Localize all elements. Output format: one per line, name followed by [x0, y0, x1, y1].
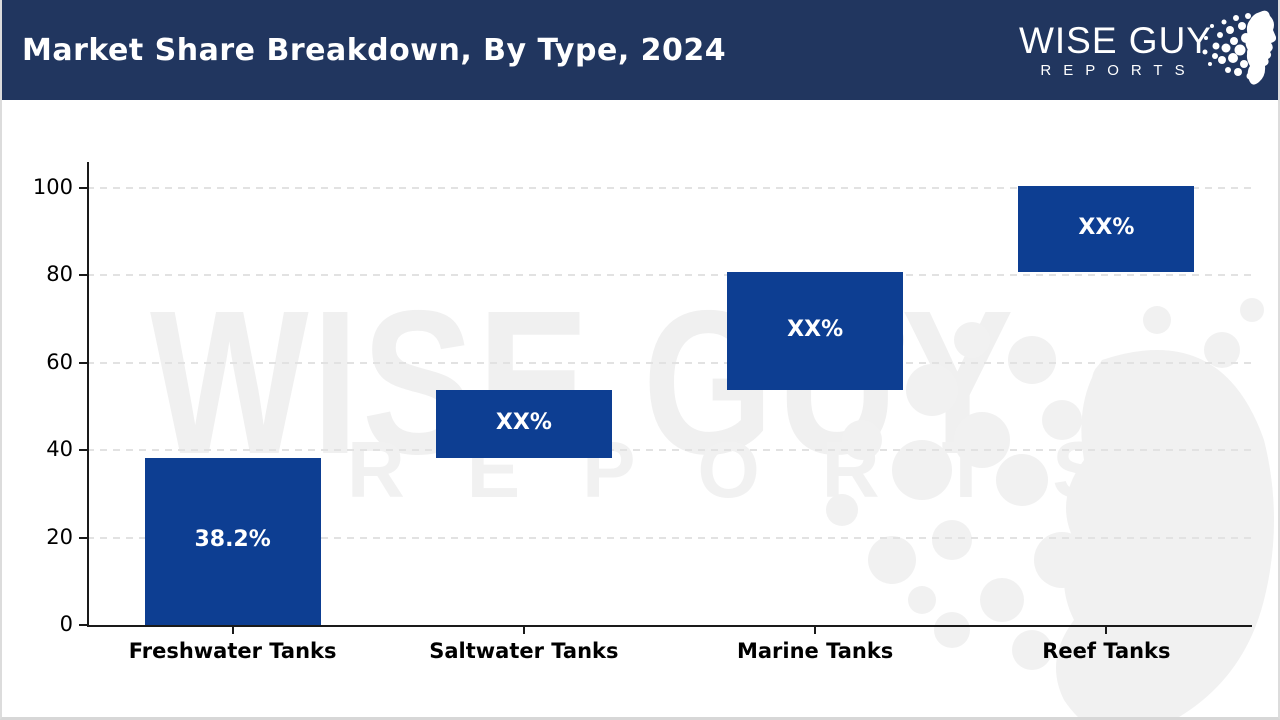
x-category-label-reef-tanks: Reef Tanks	[1042, 639, 1171, 663]
y-tick-label-80: 80	[46, 262, 73, 286]
y-axis-spine	[87, 162, 89, 627]
y-tick-0	[79, 624, 87, 626]
x-tick-freshwater-tanks	[231, 627, 234, 634]
y-tick-40	[79, 449, 87, 451]
bar-value-label-marine-tanks: XX%	[787, 316, 844, 342]
x-axis-spine	[87, 625, 1252, 627]
logo-face-icon	[1202, 10, 1276, 85]
y-tick-label-100: 100	[32, 174, 73, 199]
y-tick-label-20: 20	[46, 524, 73, 549]
logo-wordmark: WISE GUY REPORTS	[1019, 22, 1212, 78]
header-banner: Market Share Breakdown, By Type, 2024 WI…	[2, 0, 1278, 100]
y-tick-100	[79, 186, 87, 189]
gridline-20	[87, 536, 1252, 539]
y-tick-label-0: 0	[59, 612, 73, 636]
gridline-100	[87, 186, 1252, 189]
x-category-label-freshwater-tanks: Freshwater Tanks	[128, 639, 337, 663]
bar-value-label-reef-tanks: XX%	[1078, 214, 1135, 240]
gridline-40	[87, 449, 1252, 451]
x-category-label-saltwater-tanks: Saltwater Tanks	[429, 639, 619, 663]
y-tick-20	[79, 536, 87, 539]
gridline-60	[87, 361, 1252, 364]
chart-area: WISE GUY REPORTS 0 20 40 60 80 100 38.2% Freshw…	[2, 100, 1278, 717]
page-title: Market Share Breakdown, By Type, 2024	[22, 32, 727, 68]
logo-wordmark-line2: REPORTS	[1040, 62, 1197, 79]
x-tick-marine-tanks	[814, 627, 817, 634]
bar-value-label-freshwater-tanks: 38.2%	[194, 527, 271, 553]
brand-logo: WISE GUY REPORTS	[1019, 0, 1276, 100]
y-tick-label-40: 40	[46, 437, 73, 461]
gridline-80	[87, 274, 1252, 276]
bar-reef-tanks	[1018, 185, 1195, 272]
bar-saltwater-tanks	[435, 389, 612, 458]
logo-wordmark-line1: WISE GUY	[1018, 20, 1212, 61]
bar-marine-tanks	[727, 271, 904, 390]
plot: 0 20 40 60 80 100 38.2% Freshwater Tanks XX% Salt…	[2, 100, 1278, 717]
x-tick-reef-tanks	[1105, 627, 1108, 634]
y-tick-80	[79, 274, 87, 276]
y-tick-60	[79, 361, 87, 364]
x-category-label-marine-tanks: Marine Tanks	[736, 639, 894, 663]
bar-freshwater-tanks	[144, 457, 321, 625]
y-tick-label-60: 60	[46, 349, 73, 374]
x-tick-saltwater-tanks	[522, 627, 525, 634]
bar-value-label-saltwater-tanks: XX%	[495, 409, 552, 435]
